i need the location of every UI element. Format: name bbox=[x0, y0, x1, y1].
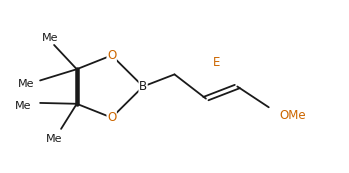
Text: B: B bbox=[139, 80, 147, 93]
Text: O: O bbox=[107, 111, 116, 124]
Text: Me: Me bbox=[42, 33, 59, 43]
Text: Me: Me bbox=[14, 101, 31, 111]
Text: OMe: OMe bbox=[279, 109, 306, 122]
Text: Me: Me bbox=[46, 134, 62, 144]
Text: E: E bbox=[213, 56, 220, 69]
Text: O: O bbox=[107, 49, 116, 62]
Text: Me: Me bbox=[18, 79, 35, 89]
